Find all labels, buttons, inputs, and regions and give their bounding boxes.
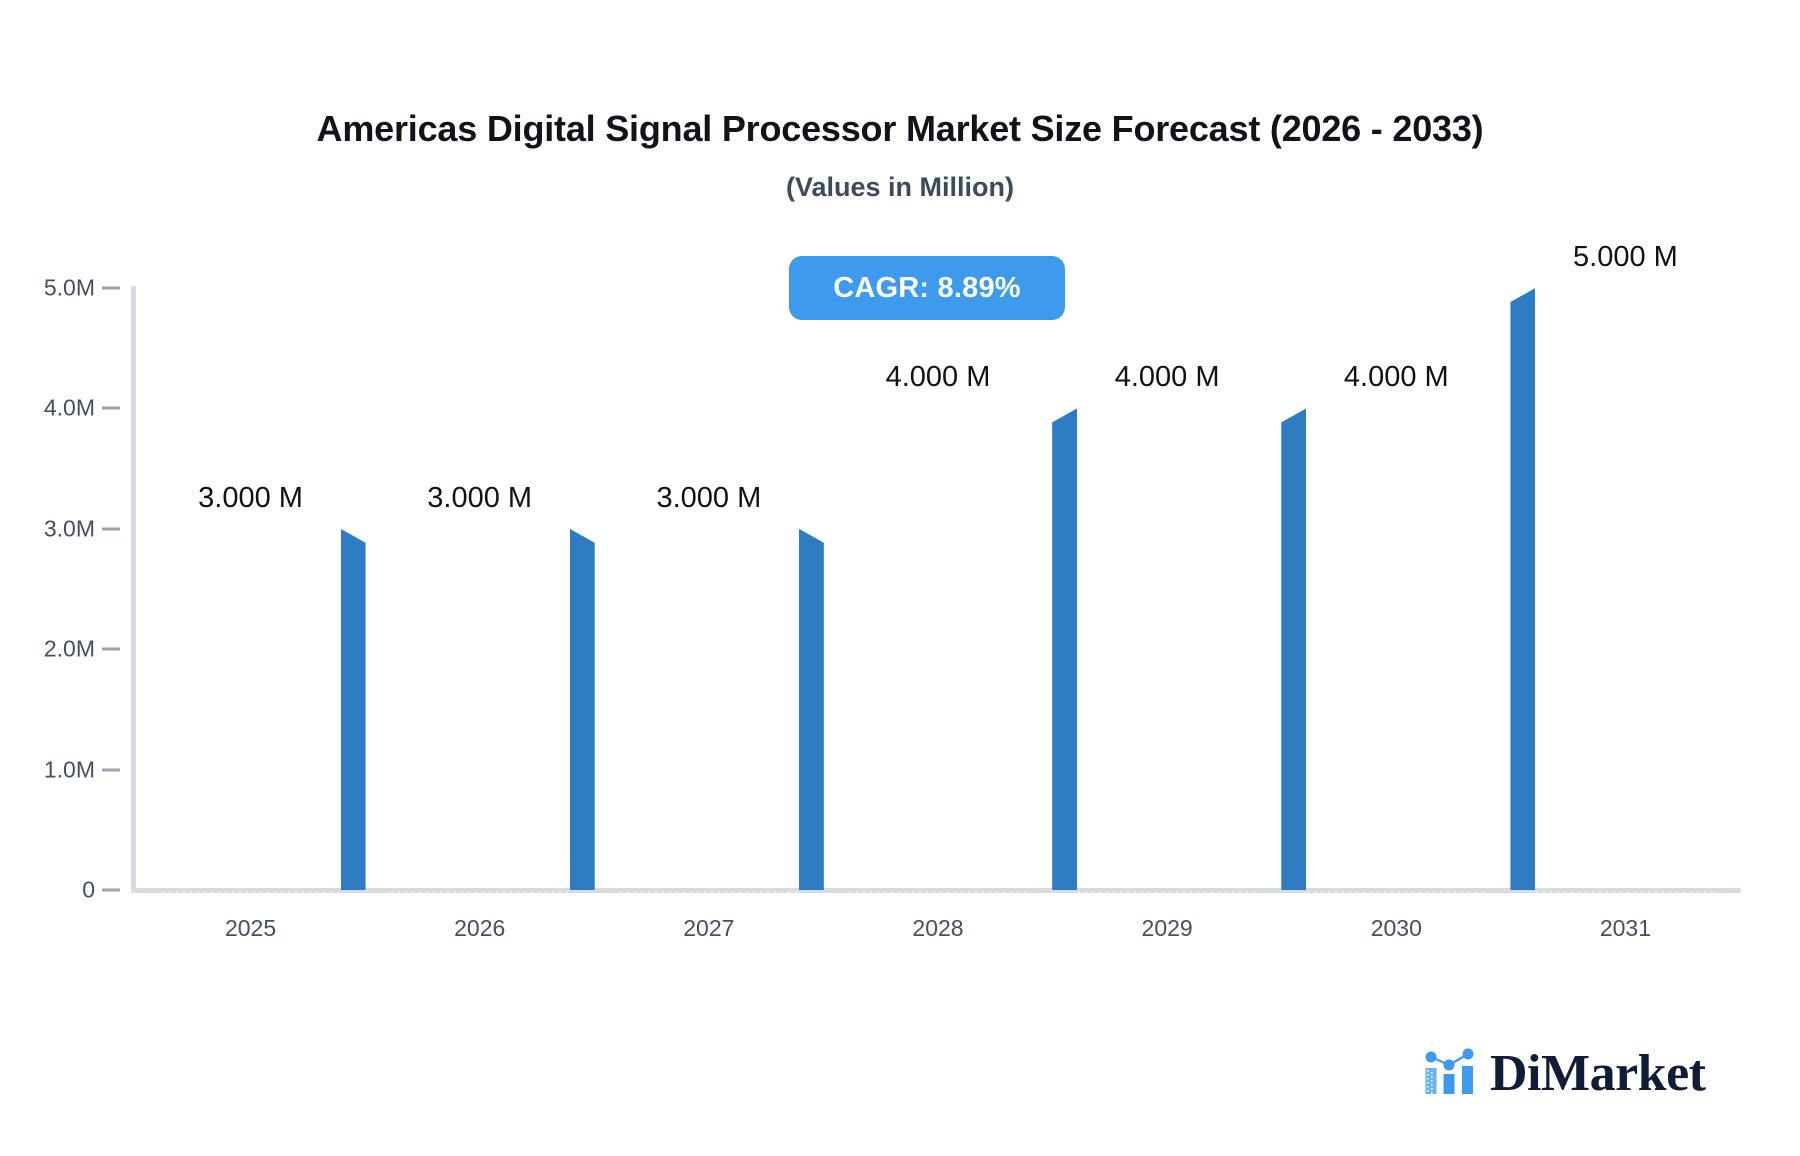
bar-side-face <box>1052 408 1078 890</box>
bar-value-label: 5.000 M <box>1573 241 1678 273</box>
bar-side-face <box>340 528 366 890</box>
bar-value-label: 4.000 M <box>885 361 991 394</box>
x-axis-label: 2025 <box>224 915 277 941</box>
bar[interactable] <box>618 528 824 932</box>
page-title: Americas Digital Signal Processor Market… <box>316 108 1484 149</box>
bar[interactable] <box>1510 288 1716 932</box>
x-axis-line <box>131 888 1741 893</box>
y-axis-tick <box>102 647 120 651</box>
x-axis-label: 2029 <box>1141 915 1193 941</box>
page-subtitle: (Values in Million) <box>785 172 1015 202</box>
bar-top-texture <box>160 889 341 932</box>
x-axis-label: 2027 <box>683 915 735 941</box>
x-axis-label: 2028 <box>912 915 964 941</box>
y-axis-tick <box>102 286 120 290</box>
cagr-badge: CAGR: 8.89% <box>789 256 1065 320</box>
bar-value-label: 3.000 M <box>427 481 533 514</box>
bar-top-texture <box>1306 889 1487 932</box>
y-axis-tick <box>102 527 120 531</box>
bar-top-texture <box>848 889 1028 932</box>
y-axis-tick <box>102 406 120 410</box>
dimarket-logo: DiMarket <box>1424 1044 1706 1102</box>
bar-value-label: 3.000 M <box>656 481 762 514</box>
bar-value-label: 4.000 M <box>1114 361 1220 394</box>
y-axis-label: 3.0M <box>43 515 95 542</box>
bar[interactable] <box>848 408 1028 932</box>
bar-value-label: 4.000 M <box>1343 361 1449 394</box>
x-axis-label: 2026 <box>454 915 506 941</box>
x-axis-label: 2031 <box>1599 915 1652 941</box>
y-axis-tick <box>102 768 120 772</box>
bar-top-texture <box>389 889 570 932</box>
bar[interactable] <box>1052 408 1258 932</box>
y-axis-tick <box>102 888 120 892</box>
bar-side-face <box>569 528 595 890</box>
y-axis-label: 2.0M <box>43 635 95 662</box>
logo-text: DiMarket <box>1490 1044 1706 1102</box>
bar[interactable] <box>160 528 366 932</box>
y-axis-label: 5.0M <box>43 274 95 301</box>
bar-chart-logo-icon <box>1424 1046 1476 1101</box>
bar-top-texture <box>1535 890 1716 932</box>
y-axis-label: 4.0M <box>43 394 95 421</box>
y-axis-label: 1.0M <box>43 756 95 783</box>
x-axis-label: 2030 <box>1370 915 1422 941</box>
bar-top-texture <box>1077 889 1258 932</box>
bar[interactable] <box>389 528 595 932</box>
bar-side-face <box>1281 408 1307 890</box>
bar-side-face <box>798 528 824 890</box>
y-axis-line <box>131 286 136 891</box>
bar-top-texture <box>618 889 799 932</box>
y-axis-label: 0 <box>82 876 95 903</box>
bar-value-label: 3.000 M <box>198 481 303 514</box>
bar[interactable] <box>1281 408 1487 932</box>
bar-side-face <box>1510 288 1536 890</box>
